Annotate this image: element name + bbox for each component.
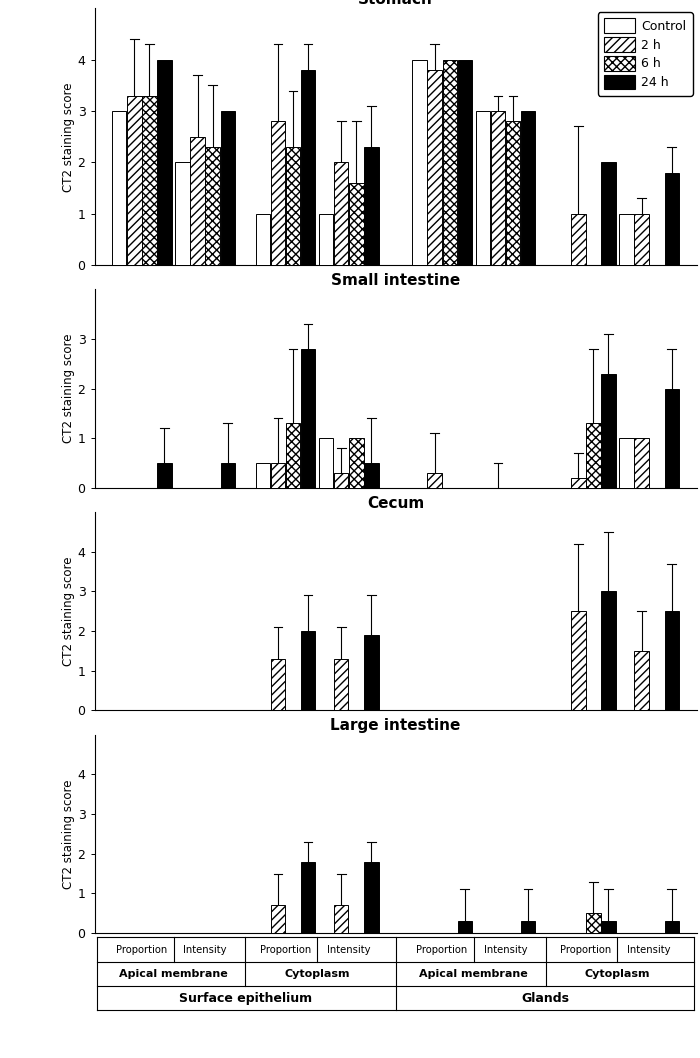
Bar (190, 136, 204, 266)
Bar (335, 163, 349, 266)
Bar (335, 659, 349, 711)
Title: Large intestine: Large intestine (330, 718, 461, 733)
Text: Apical membrane: Apical membrane (119, 969, 228, 979)
Bar (571, 612, 585, 711)
Bar (601, 373, 615, 488)
Bar (601, 591, 615, 711)
Y-axis label: CT2 staining score: CT2 staining score (62, 83, 75, 191)
Bar (587, 423, 601, 488)
Text: Cytoplasm: Cytoplasm (284, 969, 350, 979)
Bar (521, 111, 535, 266)
Bar (458, 60, 472, 266)
Bar (664, 172, 679, 266)
Bar (587, 913, 601, 933)
Text: Intensity: Intensity (183, 945, 227, 954)
Bar (634, 214, 649, 266)
Bar (571, 478, 585, 488)
Bar (206, 147, 220, 266)
Title: Cecum: Cecum (367, 496, 424, 511)
Title: Small intestine: Small intestine (331, 273, 460, 288)
Bar (664, 922, 679, 933)
Bar (176, 163, 190, 266)
Bar (364, 635, 379, 711)
Text: Intensity: Intensity (627, 945, 671, 954)
Bar (301, 70, 315, 266)
Bar (112, 111, 127, 266)
Bar (505, 122, 520, 266)
Bar (256, 463, 270, 488)
Text: Intensity: Intensity (484, 945, 527, 954)
Bar (220, 111, 234, 266)
Y-axis label: CT2 staining score: CT2 staining score (62, 557, 75, 665)
Bar (286, 147, 300, 266)
Bar (428, 70, 442, 266)
Bar (521, 922, 535, 933)
Bar (301, 349, 315, 488)
Text: Proportion: Proportion (560, 945, 612, 954)
Bar (364, 861, 379, 933)
Bar (158, 60, 172, 266)
Text: Proportion: Proportion (260, 945, 312, 954)
Bar (620, 438, 634, 488)
Bar (349, 438, 363, 488)
Bar (319, 438, 333, 488)
Bar (620, 214, 634, 266)
Bar (256, 214, 270, 266)
Bar (664, 388, 679, 488)
Bar (476, 111, 490, 266)
Text: Cytoplasm: Cytoplasm (584, 969, 650, 979)
Bar (142, 95, 157, 266)
Bar (442, 60, 456, 266)
Bar (271, 906, 286, 933)
Text: Apical membrane: Apical membrane (419, 969, 528, 979)
Bar (491, 111, 505, 266)
Text: Glands: Glands (522, 991, 570, 1005)
Bar (271, 122, 286, 266)
Text: Surface epithelium: Surface epithelium (178, 991, 312, 1005)
Bar (428, 473, 442, 488)
Bar (664, 612, 679, 711)
Bar (319, 214, 333, 266)
Bar (601, 163, 615, 266)
Bar (335, 473, 349, 488)
Bar (335, 906, 349, 933)
Bar (458, 922, 472, 933)
Bar (364, 463, 379, 488)
Bar (571, 214, 585, 266)
Bar (127, 95, 141, 266)
Text: Proportion: Proportion (116, 945, 167, 954)
Bar (349, 183, 363, 266)
Bar (271, 463, 286, 488)
Bar (364, 147, 379, 266)
Legend: Control, 2 h, 6 h, 24 h: Control, 2 h, 6 h, 24 h (598, 13, 693, 95)
Bar (301, 631, 315, 711)
Y-axis label: CT2 staining score: CT2 staining score (62, 333, 75, 443)
Bar (301, 861, 315, 933)
Bar (271, 659, 286, 711)
Text: Intensity: Intensity (327, 945, 370, 954)
Bar (220, 463, 234, 488)
Title: Stomach: Stomach (358, 0, 433, 7)
Bar (286, 423, 300, 488)
Bar (634, 651, 649, 711)
Y-axis label: CT2 staining score: CT2 staining score (62, 779, 75, 889)
Bar (412, 60, 427, 266)
Bar (158, 463, 172, 488)
Bar (601, 922, 615, 933)
Text: Proportion: Proportion (416, 945, 468, 954)
Bar (634, 438, 649, 488)
